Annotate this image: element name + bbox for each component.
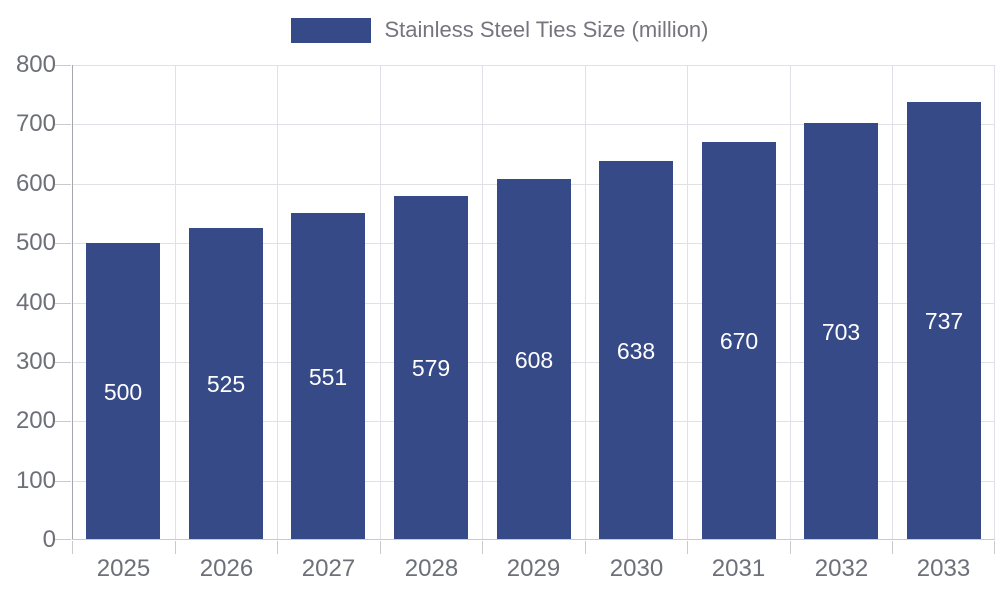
plot-area: 500 525 551 579 608 638 670 703 737: [55, 65, 995, 554]
vertical-gridline: [380, 65, 381, 540]
x-axis-tick-label: 2030: [609, 555, 664, 582]
bar[interactable]: [86, 243, 160, 540]
bar[interactable]: [599, 161, 673, 540]
bar[interactable]: [394, 196, 468, 540]
x-axis-tick-label: 2026: [199, 555, 254, 582]
y-axis-tick-label: 300: [15, 348, 56, 375]
vertical-gridline: [790, 65, 791, 540]
y-axis-tick: [55, 421, 71, 422]
y-axis-tick-label: 200: [15, 407, 56, 434]
horizontal-gridline: [72, 65, 995, 66]
y-axis-tick-label: 500: [15, 229, 56, 256]
y-axis-tick-label: 100: [15, 467, 56, 494]
bar-value-label: 670: [719, 328, 759, 354]
x-axis-tick: [277, 541, 278, 554]
x-axis-tick-label: 2029: [506, 555, 561, 582]
bar-value-label: 703: [821, 319, 861, 345]
bar[interactable]: [291, 213, 365, 540]
y-axis-tick-label: 800: [15, 51, 56, 78]
y-axis-line: [72, 65, 73, 540]
legend-item[interactable]: Stainless Steel Ties Size (million): [0, 16, 1000, 44]
y-axis-tick: [55, 124, 71, 125]
x-axis-tick-label: 2031: [711, 555, 766, 582]
vertical-gridline: [585, 65, 586, 540]
bar-value-label: 500: [103, 379, 143, 405]
bar[interactable]: [497, 179, 571, 540]
bar-value-label: 551: [308, 364, 348, 390]
bar-value-label: 525: [206, 371, 246, 397]
legend-label: Stainless Steel Ties Size (million): [384, 17, 709, 42]
bar[interactable]: [907, 102, 981, 540]
x-axis-tick-label: 2027: [301, 555, 356, 582]
y-axis-tick-label: 700: [15, 110, 56, 137]
x-axis-tick: [994, 541, 995, 554]
bar-value-label: 579: [411, 355, 451, 381]
y-axis-tick: [55, 362, 71, 363]
vertical-gridline: [482, 65, 483, 540]
x-axis-tick: [482, 541, 483, 554]
x-axis-tick: [892, 541, 893, 554]
x-axis-tick: [790, 541, 791, 554]
x-axis-tick-label: 2032: [814, 555, 869, 582]
y-axis-tick: [55, 243, 71, 244]
x-axis-tick-label: 2028: [404, 555, 459, 582]
bar[interactable]: [702, 142, 776, 540]
bar-value-label: 638: [616, 338, 656, 364]
x-axis-tick: [687, 541, 688, 554]
bar[interactable]: [804, 123, 878, 540]
x-axis-tick: [380, 541, 381, 554]
x-axis-tick-label: 2033: [916, 555, 971, 582]
x-axis-tick: [175, 541, 176, 554]
vertical-gridline: [892, 65, 893, 540]
y-axis-tick: [55, 65, 71, 66]
vertical-gridline: [175, 65, 176, 540]
y-axis-tick-label: 0: [42, 526, 56, 553]
x-axis-tick-label: 2025: [96, 555, 151, 582]
vertical-gridline: [994, 65, 995, 540]
bar-value-label: 737: [924, 308, 964, 334]
vertical-gridline: [687, 65, 688, 540]
y-axis-tick-label: 600: [15, 170, 56, 197]
bar-value-label: 608: [514, 347, 554, 373]
x-axis-line: [72, 539, 995, 540]
vertical-gridline: [277, 65, 278, 540]
bar[interactable]: [189, 228, 263, 540]
y-axis-tick: [55, 184, 71, 185]
legend-swatch: [291, 17, 372, 43]
x-axis-tick: [72, 541, 73, 554]
y-axis-tick: [55, 539, 71, 540]
y-axis-tick: [55, 481, 71, 482]
x-axis-tick: [585, 541, 586, 554]
y-axis-tick: [55, 303, 71, 304]
horizontal-gridline: [72, 124, 995, 125]
y-axis-tick-label: 400: [15, 289, 56, 316]
